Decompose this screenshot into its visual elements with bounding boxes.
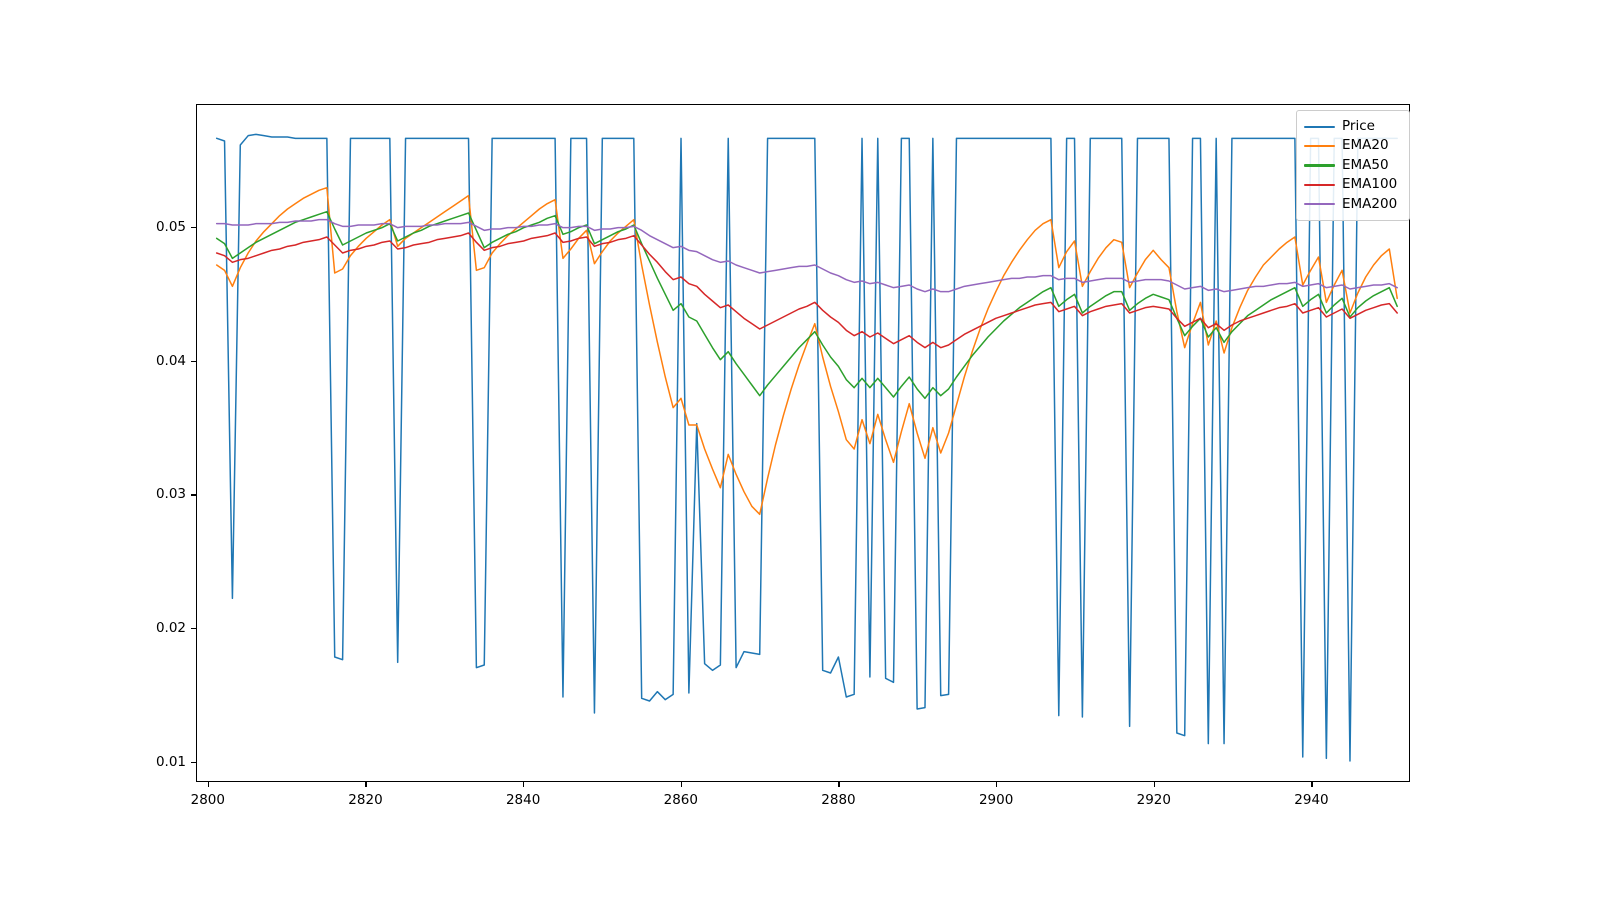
legend-label: EMA200 — [1342, 195, 1398, 212]
legend-label: EMA20 — [1342, 137, 1389, 154]
x-tick-label: 2880 — [821, 792, 856, 808]
legend-item-ema20: EMA20 — [1304, 136, 1402, 155]
y-tick-mark — [191, 628, 196, 630]
y-tick-mark — [191, 227, 196, 229]
legend-label: EMA50 — [1342, 156, 1389, 173]
chart-lines-svg — [215, 133, 1398, 762]
y-tick-label: 0.03 — [155, 486, 186, 503]
y-tick-label: 0.05 — [155, 219, 186, 236]
x-tick-label: 2800 — [190, 792, 225, 808]
legend-item-ema200: EMA200 — [1304, 195, 1402, 214]
chart-legend: Price EMA20 EMA50 EMA100 EMA200 — [1296, 110, 1410, 221]
x-tick-label: 2860 — [663, 792, 698, 808]
x-tick-mark — [680, 782, 682, 787]
x-tick-mark — [207, 782, 209, 787]
series-line-ema100 — [215, 232, 1398, 349]
x-tick-label: 2820 — [348, 792, 383, 808]
legend-item-price: Price — [1304, 117, 1402, 136]
legend-color-swatch — [1304, 164, 1335, 167]
legend-item-ema100: EMA100 — [1304, 175, 1402, 194]
y-tick-label: 0.04 — [155, 352, 186, 369]
series-line-price — [215, 133, 1398, 762]
y-tick-mark — [191, 494, 196, 496]
legend-label: Price — [1342, 117, 1375, 134]
y-tick-label: 0.02 — [155, 620, 186, 637]
y-tick-label: 0.01 — [155, 753, 186, 770]
legend-color-swatch — [1304, 203, 1335, 206]
legend-color-swatch — [1304, 145, 1335, 148]
x-tick-mark — [523, 782, 525, 787]
y-tick-mark — [191, 761, 196, 764]
legend-label: EMA100 — [1342, 176, 1398, 193]
x-tick-mark — [1311, 782, 1313, 787]
y-tick-mark — [191, 360, 196, 362]
legend-color-swatch — [1304, 125, 1335, 128]
series-line-ema200 — [215, 218, 1398, 293]
x-tick-label: 2900 — [978, 792, 1014, 808]
x-tick-mark — [1153, 782, 1155, 787]
legend-color-swatch — [1304, 183, 1335, 186]
x-tick-label: 2940 — [1294, 792, 1329, 808]
x-tick-label: 2840 — [505, 792, 541, 808]
x-tick-mark — [365, 782, 367, 787]
legend-item-ema50: EMA50 — [1304, 156, 1402, 175]
plot-area — [196, 104, 1410, 782]
x-tick-mark — [838, 782, 840, 787]
x-tick-mark — [996, 782, 998, 787]
x-tick-label: 2920 — [1136, 792, 1171, 808]
